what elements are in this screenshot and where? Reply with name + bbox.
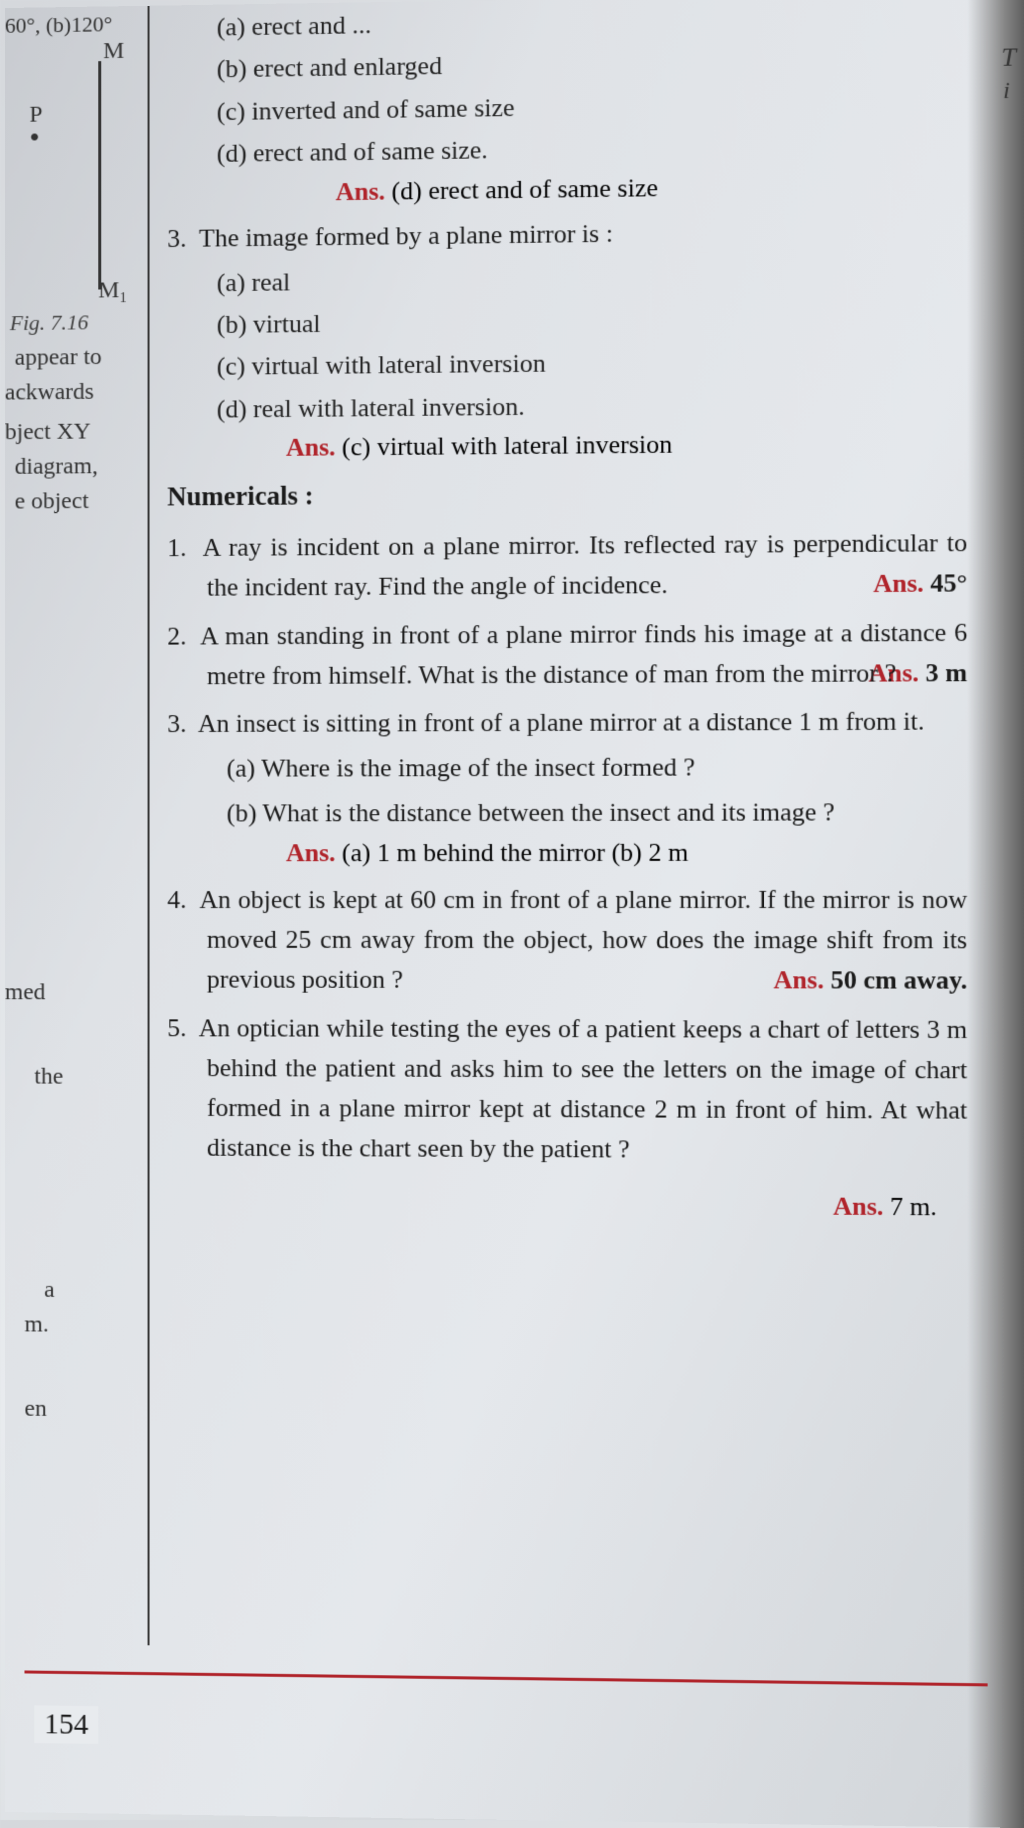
numericals-heading: Numericals : [167, 476, 967, 513]
n3-sub-b: (b) What is the distance between the ins… [227, 792, 968, 832]
q2-option-a: (a) erect and ... [217, 0, 968, 46]
n5-ans-prefix: Ans. [833, 1191, 883, 1220]
margin-text-4: diagram, [15, 453, 98, 480]
right-page-i: i [1003, 78, 1010, 105]
margin-text-9: m. [24, 1312, 48, 1339]
n1-ans: Ans. 45° [914, 564, 968, 605]
margin-text-8: a [44, 1277, 54, 1304]
q3-answer-line: Ans. (c) virtual with lateral inversion [286, 427, 967, 463]
left-margin-area: 60°, (b)120° M P • M₁ Fig. 7.16 appear t… [5, 6, 153, 1815]
q3-ans-prefix: Ans. [286, 433, 335, 462]
q3-text: 3. The image formed by a plane mirror is… [157, 209, 967, 258]
q2-ans-text: (d) erect and of same size [392, 173, 658, 205]
margin-text-5: e object [15, 488, 89, 515]
n3-sub-a: (a) Where is the image of the insect for… [227, 746, 968, 787]
n2-ans: Ans. 3 m [909, 653, 967, 694]
n5-answer-line: Ans. 7 m. [157, 1188, 967, 1222]
q3-option-c: (c) virtual with lateral inversion [217, 342, 968, 386]
page-fold-shadow [967, 0, 1024, 1828]
numerical-5: 5. An optician while testing the eyes of… [157, 1008, 967, 1172]
n5-num: 5. [167, 1013, 186, 1042]
main-content: (a) erect and ... (b) erect and enlarged… [157, 0, 967, 1222]
q2-answer-line: Ans. (d) erect and of same size [336, 169, 968, 207]
p-dot: • [29, 122, 39, 156]
q3-option-a: (a) real [217, 256, 968, 301]
q3-option-b: (b) virtual [217, 299, 968, 343]
numerical-1: 1. A ray is incident on a plane mirror. … [157, 523, 967, 609]
page-number: 154 [34, 1705, 98, 1744]
q2-option-c: (c) inverted and of same size [217, 83, 968, 130]
n3-answer-line: Ans. (a) 1 m behind the mirror (b) 2 m [286, 837, 967, 868]
q2-ans-prefix: Ans. [336, 176, 386, 206]
n3-text: An insect is sitting in front of a plane… [198, 707, 924, 738]
margin-text-1: appear to [15, 344, 102, 372]
q3-option-d: (d) real with lateral inversion. [217, 385, 968, 428]
numerical-4: 4. An object is kept at 60 cm in front o… [157, 879, 967, 1001]
n4-ans-prefix: Ans. [774, 965, 824, 994]
margin-text-2: ackwards [5, 379, 94, 407]
figure-label: Fig. 7.16 [10, 309, 89, 336]
bottom-red-line [24, 1670, 987, 1686]
n2-text: A man standing in front of a plane mirro… [200, 617, 967, 690]
n1-ans-prefix: Ans. [873, 569, 924, 598]
margin-text-3: bject XY [5, 419, 91, 447]
q2-option-b: (b) erect and enlarged [217, 41, 968, 89]
q3-ans-text: (c) virtual with lateral inversion [342, 430, 672, 462]
vertical-divider [148, 6, 150, 1646]
n4-ans: Ans. 50 cm away. [814, 960, 967, 1001]
n5-text: An optician while testing the eyes of a … [199, 1013, 968, 1164]
n2-ans-value: 3 m [926, 658, 968, 687]
n1-num: 1. [167, 533, 186, 562]
numerical-3: 3. An insect is sitting in front of a pl… [157, 702, 967, 745]
n3-ans-prefix: Ans. [286, 838, 335, 867]
right-page-t: T [1001, 42, 1016, 72]
mirror-vertical-line [98, 61, 101, 289]
numerical-2: 2. A man standing in front of a plane mi… [157, 612, 967, 696]
n2-num: 2. [167, 621, 186, 650]
q2-option-d: (d) erect and of same size. [217, 126, 968, 172]
q3-num: 3. [167, 223, 186, 252]
n3-ans-text: (a) 1 m behind the mirror (b) 2 m [342, 837, 688, 866]
n1-text: A ray is incident on a plane mirror. Its… [203, 528, 968, 602]
n4-num: 4. [167, 885, 186, 914]
q3-body: The image formed by a plane mirror is : [199, 218, 613, 252]
margin-text-10: en [24, 1396, 46, 1423]
n5-ans-value: 7 m. [890, 1192, 937, 1221]
n4-ans-value: 50 cm away. [831, 966, 968, 995]
margin-angle-text: 60°, (b)120° [5, 11, 112, 38]
n1-ans-value: 45° [930, 569, 967, 598]
n3-num: 3. [167, 709, 186, 738]
textbook-page: 60°, (b)120° M P • M₁ Fig. 7.16 appear t… [5, 0, 1024, 1828]
mirror-diagram [79, 46, 118, 295]
margin-text-6: med [5, 979, 46, 1006]
margin-text-7: the [34, 1064, 63, 1091]
